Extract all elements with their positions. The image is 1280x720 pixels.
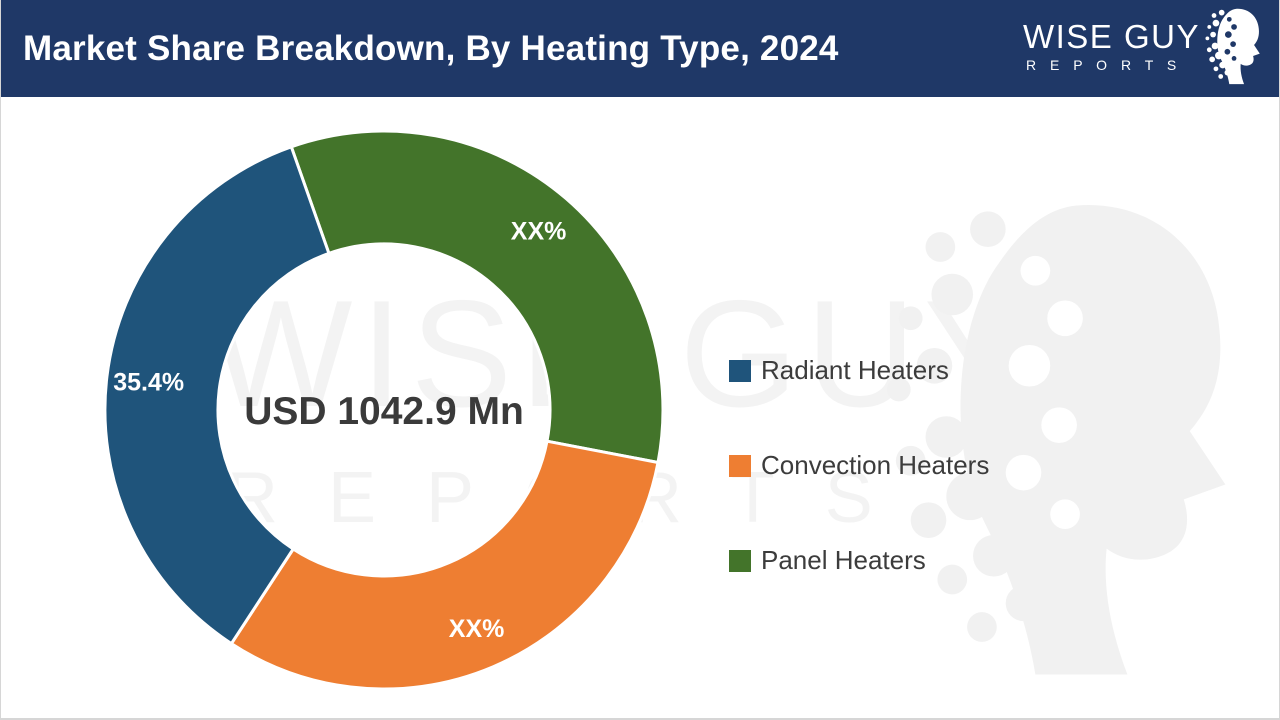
wise-guy-reports-logo: WISE GUY R E P O R T S	[1023, 6, 1267, 86]
logo-wordmark: WISE GUY	[1022, 18, 1200, 55]
legend-label-radiant-heaters: Radiant Heaters	[761, 355, 949, 385]
logo-text: WISE GUY R E P O R T S	[1022, 18, 1200, 73]
donut-slice-convection-heaters	[229, 439, 660, 691]
legend-swatch-convection-heaters	[729, 454, 751, 477]
legend-label-panel-heaters: Panel Heaters	[761, 545, 926, 575]
slice-label-convection-heaters: XX%	[449, 615, 505, 643]
slice-label-panel-heaters: XX%	[511, 217, 567, 245]
donut-chart: XX% XX% 35.4% USD 1042.9 Mn	[103, 129, 665, 691]
legend-item-radiant-heaters: Radiant Heaters	[729, 355, 989, 386]
donut-slice-radiant-heaters	[103, 145, 331, 646]
header-bar: Market Share Breakdown, By Heating Type,…	[1, 0, 1279, 97]
page-title: Market Share Breakdown, By Heating Type,…	[23, 28, 839, 68]
legend-swatch-radiant-heaters	[729, 359, 751, 382]
legend-item-panel-heaters: Panel Heaters	[729, 545, 989, 576]
legend-swatch-panel-heaters	[729, 549, 751, 572]
legend: Radiant Heaters Convection Heaters Panel…	[729, 355, 989, 576]
slice-label-radiant-heaters: 35.4%	[113, 369, 184, 397]
donut-slice-panel-heaters	[289, 129, 665, 464]
legend-label-convection-heaters: Convection Heaters	[761, 450, 990, 480]
logo-subtitle: R E P O R T S	[1025, 56, 1182, 73]
logo-face-icon	[1205, 8, 1260, 85]
donut-center-value: USD 1042.9 Mn	[244, 390, 524, 433]
legend-item-convection-heaters: Convection Heaters	[729, 450, 989, 481]
